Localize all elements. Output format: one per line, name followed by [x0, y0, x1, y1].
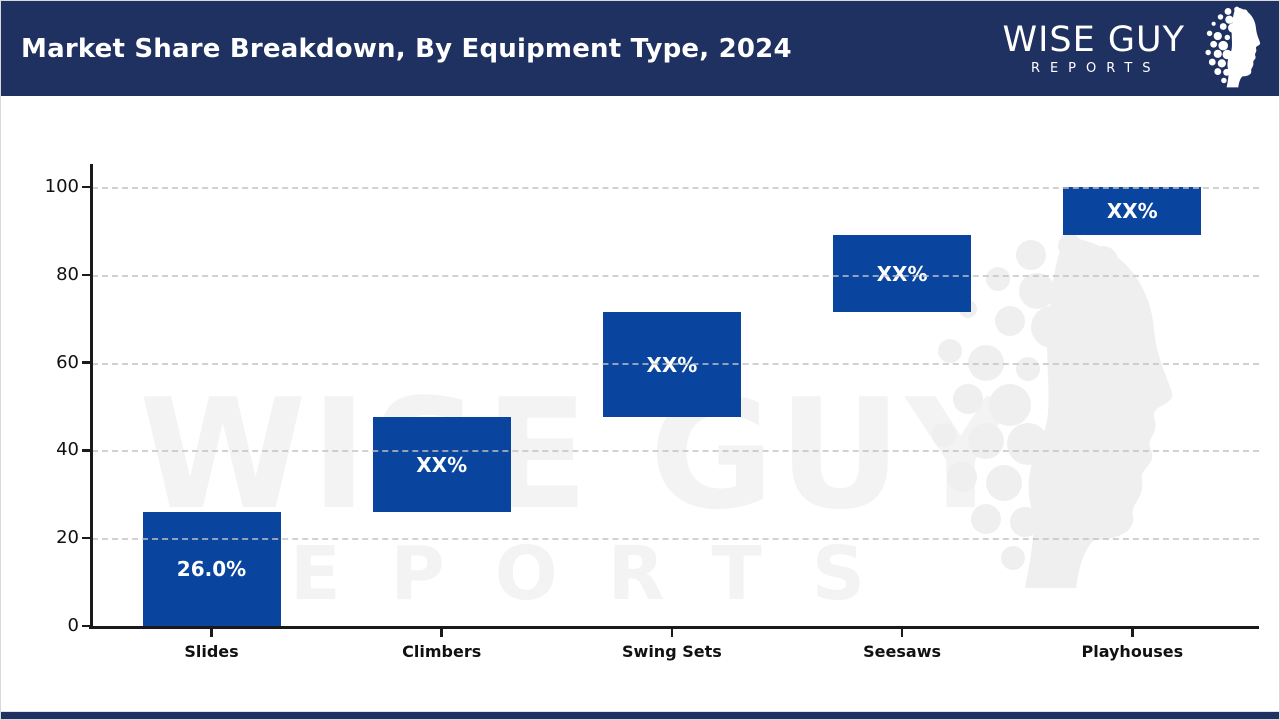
y-tick-label: 60 — [56, 351, 79, 373]
logo-head-icon — [1189, 6, 1267, 92]
gridline-80 — [92, 274, 1259, 277]
x-tick — [440, 628, 443, 637]
category-label: Playhouses — [1081, 642, 1184, 661]
y-tick — [82, 361, 90, 364]
logo-subtitle: REPORTS — [1030, 60, 1161, 76]
gridline-40 — [92, 450, 1259, 453]
chart-area: WISE GUY REPORTS 26.0% Slides XX% Climbers X — [1, 96, 1279, 714]
y-tick-label: 0 — [67, 615, 79, 636]
bar-value-label: XX% — [1106, 199, 1158, 224]
category-label: Seesaws — [863, 642, 942, 661]
y-tick-label: 100 — [44, 176, 79, 197]
x-tick — [900, 628, 904, 637]
bar-seesaws: XX% — [833, 235, 972, 313]
y-tick-label: 80 — [56, 263, 79, 285]
bar-slides: 26.0% — [142, 511, 281, 626]
bar-value-label: XX% — [416, 452, 468, 477]
y-tick-label: 20 — [56, 527, 79, 549]
bar-value-label: XX% — [646, 352, 698, 377]
gridline-60 — [92, 362, 1259, 365]
watermark-head-icon — [881, 226, 1181, 600]
bar-value-label: XX% — [876, 261, 928, 286]
bar-swing-sets: XX% — [602, 312, 741, 418]
x-tick — [670, 628, 674, 637]
watermark-wordmark: WISE GUY — [139, 366, 1020, 543]
y-tick — [82, 185, 90, 189]
logo-text: WISE GUY REPORTS — [1002, 19, 1185, 76]
category-label: Swing Sets — [622, 642, 722, 661]
y-tick-label: 40 — [56, 439, 79, 461]
y-tick — [82, 273, 90, 277]
category-label: Climbers — [402, 642, 482, 661]
bar-playhouses: XX% — [1063, 187, 1202, 236]
y-axis — [90, 164, 93, 629]
bar-climbers: XX% — [372, 417, 511, 512]
bar-value-label: 26.0% — [176, 556, 247, 581]
page-title: Market Share Breakdown, By Equipment Typ… — [21, 33, 792, 64]
category-label: Slides — [184, 642, 239, 661]
y-tick — [82, 449, 90, 452]
wise-guy-logo: WISE GUY REPORTS — [1002, 6, 1279, 92]
x-axis — [89, 626, 1259, 629]
x-tick — [210, 628, 213, 637]
y-tick — [82, 624, 90, 628]
footer-bar — [1, 711, 1279, 719]
gridline-20 — [92, 538, 1259, 541]
header-bar: Market Share Breakdown, By Equipment Typ… — [1, 1, 1279, 96]
x-tick — [1131, 628, 1134, 637]
watermark-subtitle: REPORTS — [183, 531, 916, 617]
gridline-100 — [92, 187, 1259, 189]
logo-wordmark: WISE GUY — [1002, 19, 1185, 60]
y-tick — [82, 536, 90, 540]
